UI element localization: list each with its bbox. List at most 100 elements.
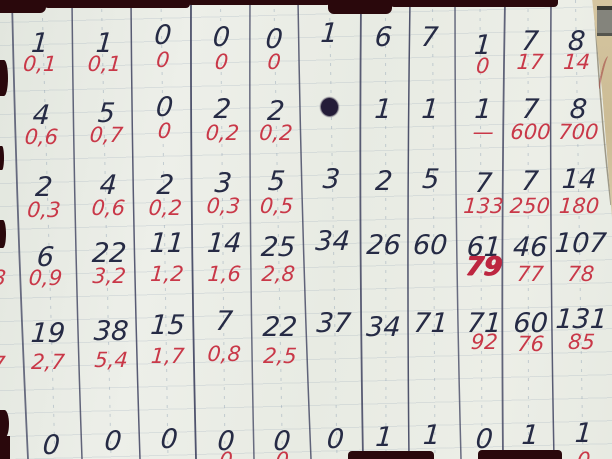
cell-value-ink: 60 <box>412 230 450 261</box>
cell-value-ink: 19 <box>29 318 66 349</box>
cell-value-red: 14 <box>562 50 592 74</box>
photo-dark-edge <box>478 450 562 459</box>
cell-value-ink: 1 <box>420 94 440 125</box>
cell-value-ink: 15 <box>149 310 186 341</box>
cell-value-ink: 22 <box>91 238 128 269</box>
photo-dark-edge <box>188 0 330 5</box>
column-separator-line <box>249 0 255 459</box>
paper-edge-object <box>597 6 612 36</box>
cell-value-ink: 0 <box>325 424 345 455</box>
column-separator-line <box>407 0 411 459</box>
cell-value-ink: 1 <box>573 418 593 449</box>
cell-value-ink: 2 <box>155 170 176 201</box>
cell-value-red: 79 <box>464 252 504 282</box>
cell-value-red: 17 <box>515 50 545 74</box>
cell-value-red: 0 <box>214 50 230 74</box>
cell-value-red: 0 <box>196 448 256 459</box>
cell-value-red: 2,7 <box>30 350 66 374</box>
photo-dark-edge <box>0 410 9 438</box>
cell-value-ink: 34 <box>314 226 351 257</box>
cell-value-red: 1,2 <box>149 262 185 286</box>
cell-value-ink: 6 <box>373 22 394 53</box>
cell-value-red: 133 <box>462 194 505 218</box>
cell-value-ink: 26 <box>365 230 402 261</box>
cell-value-red: 3,2 <box>91 264 127 288</box>
photo-dark-edge <box>348 451 434 459</box>
cell-value-ink: 5 <box>267 166 287 197</box>
cell-value-ink: 3 <box>213 168 233 199</box>
cell-value-ink: 34 <box>365 312 403 343</box>
cell-value-ink: 7 <box>419 22 440 53</box>
cell-value-red: 250 <box>509 194 552 218</box>
cell-value-ink: 107 <box>553 228 608 259</box>
cell-value-red: 0,7 <box>88 123 125 147</box>
cell-value-red: 5,4 <box>93 348 129 372</box>
cell-value-ink: 5 <box>420 164 441 195</box>
photo-dark-edge <box>390 0 558 7</box>
cell-value-red: 700 <box>557 120 599 144</box>
cell-value-ink: 2 <box>212 94 233 125</box>
cell-value-ink: 1 <box>520 420 541 451</box>
cell-value-red: 0 <box>475 54 491 78</box>
cell-value-red: 0,2 <box>148 196 184 220</box>
photo-dark-edge <box>0 0 46 13</box>
cell-value-ink: 37 <box>315 308 352 339</box>
cell-value-red: 0,6 <box>90 196 126 220</box>
cell-value-ink: 11 <box>148 228 185 259</box>
column-separator-line <box>71 0 83 459</box>
cell-value-red: — <box>472 120 495 144</box>
cell-value-ink: 1 <box>473 94 494 125</box>
cell-value-ink: 14 <box>205 228 243 259</box>
photo-dark-edge <box>0 220 6 248</box>
cell-value-ink: 0 <box>41 430 61 459</box>
cell-value-red: 0,3 <box>205 194 241 218</box>
cell-value-ink: 1 <box>373 94 394 125</box>
cell-value-ink: 0 <box>153 20 173 51</box>
cell-value-ink: 7 <box>520 166 540 197</box>
cell-value-red: 0 <box>266 50 282 74</box>
cell-value-red: 92 <box>470 330 499 354</box>
cell-value-red: 85 <box>567 330 596 354</box>
cell-value-ink: 1 <box>374 422 394 453</box>
cell-value-red: 600 <box>509 120 551 144</box>
column-separator-line <box>297 0 312 459</box>
cell-value-red: 1,7 <box>150 344 186 368</box>
cell-value-ink: 22 <box>261 312 298 343</box>
cell-value-ink: 0 <box>159 424 180 455</box>
column-separator-line <box>190 0 197 459</box>
cell-value-ink: 25 <box>260 232 297 263</box>
cell-value-red: 2,8 <box>260 262 296 286</box>
cell-value-ink: 46 <box>511 232 549 263</box>
cell-value-red: 77 <box>516 262 545 286</box>
photo-dark-edge <box>0 436 10 459</box>
cell-value-ink: 0 <box>103 426 123 457</box>
cell-value-ink: 71 <box>412 308 450 339</box>
photo-dark-edge <box>328 0 392 14</box>
cell-value-red: 0,2 <box>204 121 240 145</box>
cell-value-red: 0,6 <box>24 125 60 149</box>
cell-value-red: 76 <box>516 332 545 356</box>
cell-value-red: 0,9 <box>28 266 64 290</box>
cell-value-ink: 38 <box>92 316 130 347</box>
photo-dark-edge <box>0 146 4 170</box>
photo-dark-edge <box>0 60 8 96</box>
cell-value-ink: 0 <box>212 22 232 53</box>
cell-value-red: 0 <box>155 48 171 72</box>
cell-value-ink: 3 <box>321 164 341 195</box>
cell-value-ink: 7 <box>474 168 494 199</box>
cell-value-red: 0 <box>253 448 311 459</box>
cell-value-ink: 1 <box>422 420 442 451</box>
column-separator-line <box>359 0 364 459</box>
cell-value-ink: 7 <box>214 306 235 337</box>
cell-value-ink: 7 <box>520 94 540 125</box>
column-separator-line <box>501 0 506 459</box>
cell-value-ink: 0 <box>154 92 175 123</box>
cell-value-ink: 14 <box>560 164 598 195</box>
column-separator-line <box>549 0 555 459</box>
cell-value-ink: 0 <box>264 24 285 55</box>
cell-value-ink: 2 <box>34 172 54 203</box>
cell-value-ink: 8 <box>568 94 588 125</box>
photo-dark-edge <box>44 0 190 8</box>
